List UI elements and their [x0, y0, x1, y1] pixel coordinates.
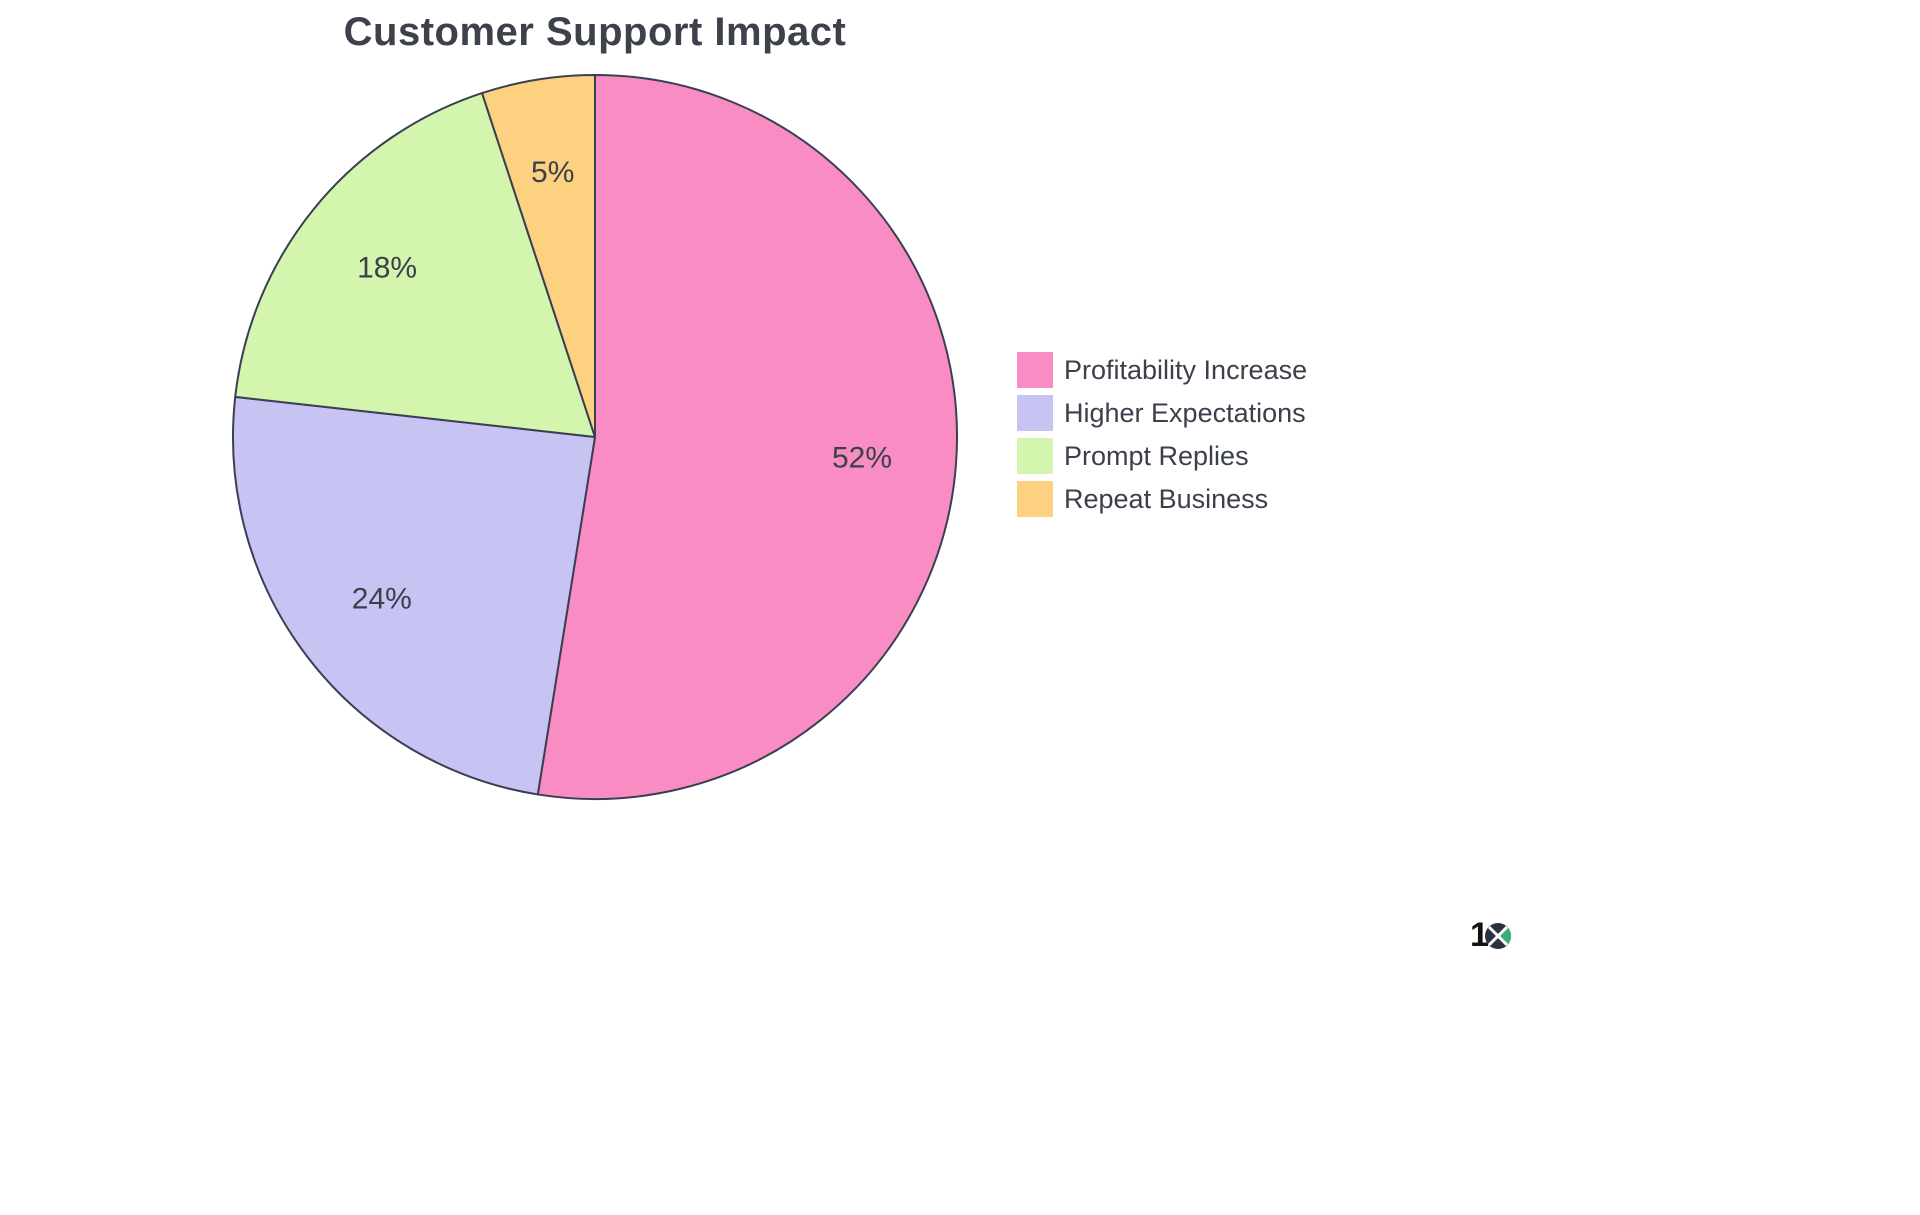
slice-percent-label-profitability-increase: 52%: [832, 442, 892, 475]
slice-percent-label-repeat-business: 5%: [531, 156, 574, 189]
legend-swatch-profitability-increase: [1017, 352, 1053, 388]
legend-label: Prompt Replies: [1064, 441, 1249, 471]
legend-label: Repeat Business: [1064, 484, 1269, 514]
slice-percent-label-higher-expectations: 24%: [352, 583, 412, 616]
watermark-logo: 1: [1470, 916, 1513, 955]
watermark-icon: [1484, 922, 1511, 949]
watermark-text: 1: [1470, 916, 1489, 954]
legend: Profitability Increase Higher Expectation…: [1017, 352, 1307, 517]
legend-item-repeat-business: Repeat Business: [1017, 481, 1307, 517]
pie-slice-repeat-business: [481, 74, 596, 438]
legend-label: Higher Expectations: [1064, 398, 1306, 428]
chart-title: Customer Support Impact: [343, 10, 847, 54]
pie-slice-prompt-replies: [234, 92, 596, 438]
legend-swatch-repeat-business: [1017, 481, 1053, 517]
legend-swatch-higher-expectations: [1017, 395, 1053, 431]
pie-slice-higher-expectations: [232, 395, 596, 796]
slice-percent-label-prompt-replies: 18%: [357, 252, 417, 285]
pie-slice-profitability-increase: [536, 74, 959, 800]
legend-swatch-prompt-replies: [1017, 438, 1053, 474]
legend-item-higher-expectations: Higher Expectations: [1017, 395, 1307, 431]
legend-item-profitability-increase: Profitability Increase: [1017, 352, 1307, 388]
legend-item-prompt-replies: Prompt Replies: [1017, 438, 1307, 474]
legend-label: Profitability Increase: [1064, 355, 1308, 385]
